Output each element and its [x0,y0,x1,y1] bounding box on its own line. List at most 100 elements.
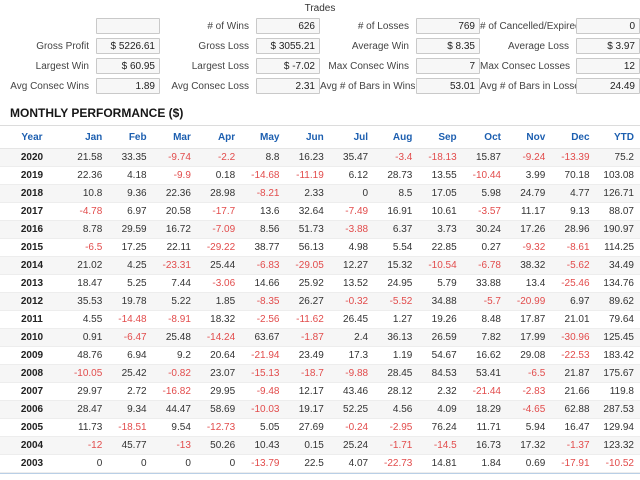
value-cell: 5.54 [392,242,413,253]
column-header-sep: Sep [418,126,463,149]
value-cell: 13.4 [525,278,546,289]
value-cell: 126.71 [603,188,634,199]
value-cell: 4.18 [127,170,147,181]
value-cell: -13 [176,440,191,451]
year-cell: 2016 [20,224,44,235]
value-cell: 35.47 [343,152,369,163]
value-cell: -3.06 [212,278,236,289]
value-cell: 20.58 [165,206,191,217]
value-cell: 5.05 [260,422,280,433]
stat-value-box: 0 [576,18,640,34]
value-cell: -1.87 [300,332,324,343]
value-cell: 0.27 [481,242,501,253]
stat-value-box: $ -7.02 [256,58,320,74]
stat-value-box: 7 [416,58,480,74]
table-bottom-rule [0,473,640,474]
value-cell: 15.32 [387,260,413,271]
value-cell: 2.33 [304,188,324,199]
value-cell: -9.9 [173,170,191,181]
value-cell: 43.46 [343,386,369,397]
value-cell: 3.99 [525,170,546,181]
value-cell: 17.32 [520,440,546,451]
stat-label: Average Win [351,40,409,52]
value-cell: -0.82 [168,368,191,379]
stat-value-box: 769 [416,18,480,34]
table-row-2008: 2008 -10.05 25.42 -0.82 23.07 -15.13 -18.7 -9.8… [0,364,640,383]
value-cell: 44.47 [165,404,191,415]
stat-value-box: 12 [576,58,640,74]
table-row-2009: 2009 48.76 6.94 9.2 20.64 -21.94 23.49 17.3 1.19… [0,347,640,365]
year-cell: 2011 [21,314,43,325]
value-cell: 19.17 [298,404,324,415]
value-cell: 7.82 [481,332,501,343]
table-row-2012: 2012 35.53 19.78 5.22 1.85 -8.35 26.27 -0.32 -5.… [0,292,640,311]
value-cell: 12.17 [298,386,324,397]
value-cell: 29.97 [77,386,103,397]
stat-largest-win: Largest Win $ 60.95 [0,58,160,74]
value-cell: 134.76 [603,278,634,289]
value-cell: -17.91 [561,458,590,469]
value-cell: 22.5 [304,458,324,469]
trades-stats-row: Gross Profit $ 5226.61 Gross Loss $ 3055.21… [0,38,640,54]
year-cell: 2006 [20,404,44,415]
value-cell: 63.67 [254,332,280,343]
table-row-2003: 2003 0 0 0 0 -13.79 22.5 4.07 -22.73 14.81 1.84 0.6… [0,455,640,473]
value-cell: 5.22 [171,296,191,307]
value-cell: -6.83 [256,260,280,271]
value-cell: -21.94 [251,350,280,361]
stat-avg-of-bars-in-losses: Avg # of Bars in Losses 24.49 [480,78,640,94]
value-cell: 29.95 [210,386,236,397]
stat-label: Largest Win [35,60,89,72]
stat-label: Max Consec Losses [480,60,571,72]
value-cell: 16.23 [298,152,324,163]
value-cell: -9.74 [168,152,191,163]
value-cell: 4.98 [348,242,369,253]
value-cell: 4.09 [437,404,457,415]
value-cell: 6.97 [127,206,147,217]
value-cell: -15.13 [251,368,280,379]
value-cell: 9.36 [127,188,147,199]
table-row-2019: 2019 22.36 4.18 -9.9 0.18 -14.68 -11.19 6.12 28.… [0,167,640,185]
year-cell: 2020 [20,152,44,163]
value-cell: -11.62 [296,314,324,325]
table-row-2015: 2015 -6.5 17.25 22.11 -29.22 38.77 56.13 4.98 5.… [0,239,640,257]
value-cell: 16.91 [387,206,413,217]
value-cell: 38.77 [254,242,280,253]
value-cell: -10.44 [472,170,501,181]
value-cell: 20.64 [210,350,236,361]
value-cell: 10.43 [254,440,280,451]
value-cell: -6.47 [123,332,147,343]
value-cell: -25.46 [561,278,590,289]
value-cell: 25.48 [165,332,191,343]
year-cell: 2012 [20,296,44,307]
value-cell: 33.35 [121,152,147,163]
table-row-2006: 2006 28.47 9.34 44.47 58.69 -10.03 19.17 52.25 4… [0,400,640,419]
value-cell: -18.51 [118,422,147,433]
value-cell: -18.7 [300,368,324,379]
value-cell: -8.91 [168,314,191,325]
value-cell: 6.97 [570,296,590,307]
stat-value-box: $ 5226.61 [96,38,160,54]
year-cell: 2008 [20,368,44,379]
table-row-2018: 2018 10.8 9.36 22.36 28.98 -8.21 2.33 0 8.5 17.05… [0,184,640,203]
value-cell: -1.71 [389,440,413,451]
year-cell: 2015 [20,242,44,253]
value-cell: -8.61 [566,242,590,253]
value-cell: 2.32 [437,386,457,397]
value-cell: 13.6 [260,206,280,217]
value-cell: 28.12 [387,386,413,397]
value-cell: -8.21 [256,188,280,199]
value-cell: -16.82 [162,386,191,397]
value-cell: 9.54 [171,422,191,433]
value-cell: 1.85 [215,296,236,307]
value-cell: -10.05 [73,368,103,379]
stat-value-box [96,18,160,34]
year-cell: 2014 [20,260,44,271]
value-cell: 50.26 [210,440,236,451]
value-cell: -12 [87,440,103,451]
value-cell: 24.79 [520,188,546,199]
value-cell: 12.27 [343,260,369,271]
value-cell: 75.2 [614,152,634,163]
value-cell: -14.48 [118,314,147,325]
value-cell: -7.49 [345,206,369,217]
